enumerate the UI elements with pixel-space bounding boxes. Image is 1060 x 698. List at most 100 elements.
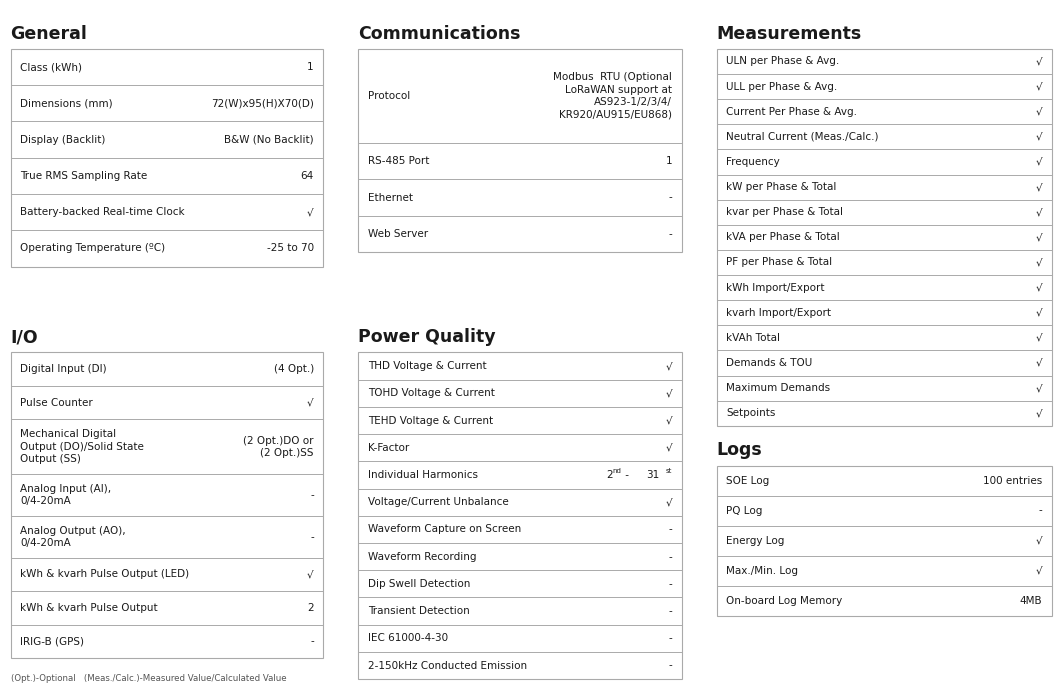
- Text: kW per Phase & Total: kW per Phase & Total: [726, 182, 836, 192]
- Text: kVA per Phase & Total: kVA per Phase & Total: [726, 232, 840, 242]
- Text: -: -: [668, 551, 672, 562]
- Text: Frequency: Frequency: [726, 157, 780, 167]
- Text: Battery-backed Real-time Clock: Battery-backed Real-time Clock: [20, 207, 184, 217]
- Text: √: √: [1036, 82, 1042, 91]
- Text: SOE Log: SOE Log: [726, 475, 770, 486]
- Text: Class (kWh): Class (kWh): [20, 62, 82, 72]
- Text: √: √: [1036, 182, 1042, 192]
- Text: Analog Input (AI),
0/4-20mA: Analog Input (AI), 0/4-20mA: [20, 484, 111, 506]
- Text: √: √: [1036, 232, 1042, 242]
- Text: kvarh Import/Export: kvarh Import/Export: [726, 308, 831, 318]
- Text: Current Per Phase & Avg.: Current Per Phase & Avg.: [726, 107, 858, 117]
- Text: PF per Phase & Total: PF per Phase & Total: [726, 258, 832, 267]
- Text: Dimensions (mm): Dimensions (mm): [20, 98, 112, 108]
- Text: st: st: [666, 468, 672, 474]
- Text: -: -: [668, 660, 672, 671]
- Text: Mechanical Digital
Output (DO)/Solid State
Output (SS): Mechanical Digital Output (DO)/Solid Sta…: [20, 429, 144, 464]
- Text: RS-485 Port: RS-485 Port: [368, 156, 429, 166]
- Text: Setpoints: Setpoints: [726, 408, 776, 418]
- Text: Logs: Logs: [717, 441, 762, 459]
- Text: Neutral Current (Meas./Calc.): Neutral Current (Meas./Calc.): [726, 132, 879, 142]
- Text: ULL per Phase & Avg.: ULL per Phase & Avg.: [726, 82, 837, 91]
- Text: √: √: [666, 443, 672, 453]
- Text: Max./Min. Log: Max./Min. Log: [726, 565, 798, 576]
- Text: 64: 64: [301, 171, 314, 181]
- Text: IEC 61000-4-30: IEC 61000-4-30: [368, 633, 448, 644]
- Text: ULN per Phase & Avg.: ULN per Phase & Avg.: [726, 57, 840, 66]
- Text: kvar per Phase & Total: kvar per Phase & Total: [726, 207, 843, 217]
- Text: √: √: [666, 497, 672, 507]
- Text: Dip Swell Detection: Dip Swell Detection: [368, 579, 471, 589]
- Text: Analog Output (AO),
0/4-20mA: Analog Output (AO), 0/4-20mA: [20, 526, 126, 548]
- Text: Modbus  RTU (Optional
LoRaWAN support at
AS923-1/2/3/4/
KR920/AU915/EU868): Modbus RTU (Optional LoRaWAN support at …: [553, 73, 672, 119]
- Text: √: √: [1036, 408, 1042, 418]
- Text: True RMS Sampling Rate: True RMS Sampling Rate: [20, 171, 147, 181]
- Text: Waveform Recording: Waveform Recording: [368, 551, 476, 562]
- Text: -: -: [668, 606, 672, 616]
- Text: -: -: [310, 490, 314, 500]
- Text: I/O: I/O: [11, 328, 38, 346]
- Text: K-Factor: K-Factor: [368, 443, 409, 453]
- Text: √: √: [307, 207, 314, 217]
- Text: PQ Log: PQ Log: [726, 505, 762, 516]
- Text: 1: 1: [666, 156, 672, 166]
- Text: -: -: [310, 637, 314, 646]
- Text: √: √: [1036, 358, 1042, 368]
- Text: -: -: [668, 633, 672, 644]
- Text: Power Quality: Power Quality: [358, 328, 496, 346]
- Text: Maximum Demands: Maximum Demands: [726, 383, 830, 393]
- Text: Individual Harmonics: Individual Harmonics: [368, 470, 478, 480]
- Text: kWh Import/Export: kWh Import/Export: [726, 283, 825, 292]
- Text: Digital Input (DI): Digital Input (DI): [20, 364, 107, 374]
- Text: √: √: [1036, 132, 1042, 142]
- Text: On-board Log Memory: On-board Log Memory: [726, 595, 843, 606]
- Text: √: √: [1036, 383, 1042, 393]
- Text: 100 entries: 100 entries: [983, 475, 1042, 486]
- Text: √: √: [1036, 57, 1042, 66]
- Text: √: √: [1036, 258, 1042, 267]
- Text: 2-150kHz Conducted Emission: 2-150kHz Conducted Emission: [368, 660, 527, 671]
- Text: TOHD Voltage & Current: TOHD Voltage & Current: [368, 388, 495, 399]
- Text: √: √: [1036, 535, 1042, 546]
- Text: 31: 31: [647, 470, 659, 480]
- Text: Energy Log: Energy Log: [726, 535, 784, 546]
- Text: -25 to 70: -25 to 70: [267, 244, 314, 253]
- Text: B&W (No Backlit): B&W (No Backlit): [224, 135, 314, 144]
- Text: kWh & kvarh Pulse Output: kWh & kvarh Pulse Output: [20, 603, 158, 613]
- Text: Protocol: Protocol: [368, 91, 410, 101]
- Text: -: -: [310, 532, 314, 542]
- Text: -: -: [668, 579, 672, 589]
- Bar: [11, 49, 323, 267]
- Text: Pulse Counter: Pulse Counter: [20, 398, 93, 408]
- Text: THD Voltage & Current: THD Voltage & Current: [368, 361, 487, 371]
- Text: 4MB: 4MB: [1020, 595, 1042, 606]
- Text: (4 Opt.): (4 Opt.): [273, 364, 314, 374]
- Bar: [717, 466, 1052, 616]
- Text: 72(W)x95(H)X70(D): 72(W)x95(H)X70(D): [211, 98, 314, 108]
- Text: kVAh Total: kVAh Total: [726, 333, 780, 343]
- Text: √: √: [1036, 308, 1042, 318]
- Bar: [11, 352, 323, 658]
- Text: 2: 2: [606, 470, 613, 480]
- Text: √: √: [1036, 333, 1042, 343]
- Text: (Opt.)-Optional   (Meas./Calc.)-Measured Value/Calculated Value: (Opt.)-Optional (Meas./Calc.)-Measured V…: [11, 674, 286, 683]
- Text: nd: nd: [613, 468, 621, 474]
- Text: Voltage/Current Unbalance: Voltage/Current Unbalance: [368, 497, 509, 507]
- Text: General: General: [11, 25, 88, 43]
- Text: 2: 2: [307, 603, 314, 613]
- Bar: [358, 49, 682, 252]
- Text: -: -: [668, 229, 672, 239]
- Text: Measurements: Measurements: [717, 25, 862, 43]
- Bar: [717, 49, 1052, 426]
- Text: √: √: [666, 361, 672, 371]
- Text: √: √: [1036, 283, 1042, 292]
- Text: IRIG-B (GPS): IRIG-B (GPS): [20, 637, 84, 646]
- Text: -: -: [668, 193, 672, 202]
- Text: √: √: [307, 570, 314, 579]
- Text: -: -: [668, 524, 672, 535]
- Text: √: √: [1036, 157, 1042, 167]
- Text: Communications: Communications: [358, 25, 520, 43]
- Text: Waveform Capture on Screen: Waveform Capture on Screen: [368, 524, 522, 535]
- Text: Ethernet: Ethernet: [368, 193, 412, 202]
- Text: √: √: [1036, 107, 1042, 117]
